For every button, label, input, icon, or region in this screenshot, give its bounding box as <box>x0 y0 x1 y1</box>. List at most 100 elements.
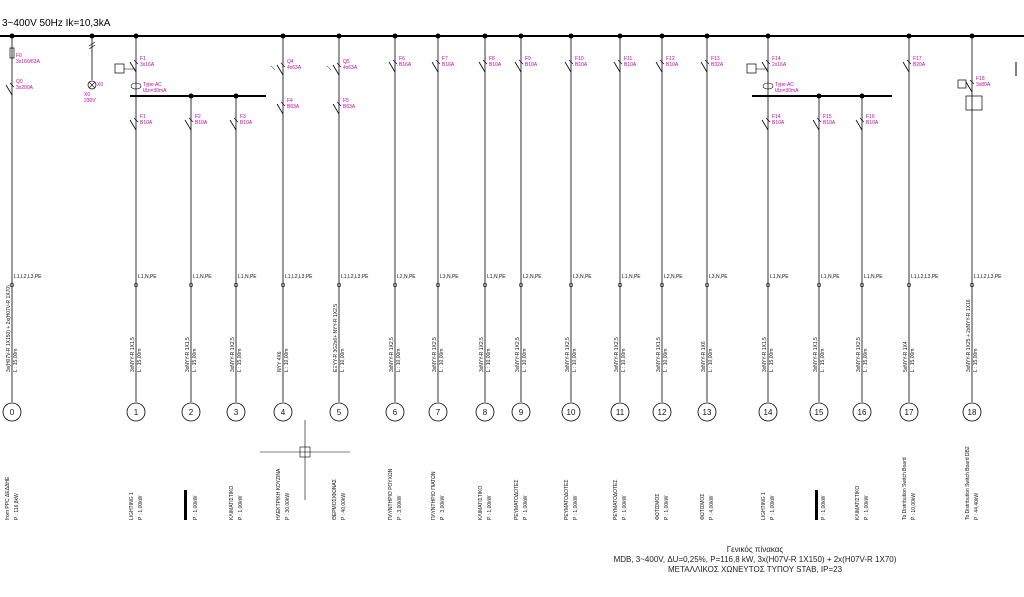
circuit-1-cable: 3xNYY-R 1X1,5 <box>130 337 136 372</box>
lamp-mark-2 <box>88 44 96 50</box>
circuit-8-length: L : 10,00m <box>486 349 492 372</box>
circuit-14-length: L : 15,00m <box>769 349 775 372</box>
circuit-0-fuse-label-line: F0 <box>16 53 22 59</box>
circuit-11-mcb-label-line: B10A <box>624 62 637 68</box>
circuit-14-description: LIGHTING 1 <box>761 492 767 520</box>
circuit-6-description: ΠΛΥΝΤΗΡΙΟ ΡΟΥΧΩΝ <box>388 468 394 520</box>
circuit-17-number: 17 <box>905 408 914 417</box>
circuit-3-mcb-switch-x <box>233 117 239 123</box>
circuit-1-rcd-label-line: F1 <box>140 56 146 62</box>
circuit-14-rcd-note-line: IΔn=30mA <box>775 88 799 94</box>
circuit-13-description: ΦΩΤΙΣΜΟΣ <box>700 494 706 520</box>
lamp-label-line: 230V <box>84 98 96 104</box>
circuit-14-mcb-label-line: B10A <box>772 120 785 126</box>
circuit-4-number-circle <box>273 402 293 422</box>
circuit-7-mcb-switch-x <box>435 59 441 65</box>
circuit-17-mcb-switch-x <box>906 59 912 65</box>
circuit-2-number-circle <box>181 402 201 422</box>
circuit-13-phase: L3,N,PE <box>709 274 728 280</box>
circuit-3-number: 3 <box>234 408 239 417</box>
circuit-2-mcb-switch-x <box>188 117 194 123</box>
circuit-7-number: 7 <box>436 408 441 417</box>
circuit-9-number: 9 <box>519 408 524 417</box>
circuit-18-phase: L1,L2,L3,PE <box>974 274 1002 280</box>
circuit-1-terminal <box>133 282 139 288</box>
circuit-12-length: L : 10,00m <box>663 349 669 372</box>
circuit-18-power: P : 44,40kW <box>974 493 980 520</box>
circuit-14-rcd-box <box>746 63 757 74</box>
circuit-18-protection-box <box>965 95 983 111</box>
cursor-crosshair-box <box>299 446 311 458</box>
circuit-17-phase: L1,L2,L3,PE <box>911 274 939 280</box>
circuit-7-mcb-label-line: B16A <box>442 62 455 68</box>
filler-mark-1 <box>184 490 187 520</box>
circuit-6-phase: L2,N,PE <box>397 274 416 280</box>
circuit-5-mcb-label-line: F5 <box>343 98 349 104</box>
circuit-1-power: P : 1,00kW <box>138 495 144 520</box>
circuit-15-mcb-switch-blade <box>812 119 820 131</box>
circuit-1-rcd-note-line: IΔn=30mA <box>143 88 167 94</box>
circuit-16-phase: L1,N,PE <box>864 274 883 280</box>
circuit-8-mcb-switch-blade <box>478 61 486 73</box>
circuit-9-cable: 3xNYY-R 1X2,5 <box>515 337 521 372</box>
circuit-14-mcb-switch-x <box>765 117 771 123</box>
circuit-6-terminal <box>392 282 398 288</box>
circuit-10-description: ΡΕΥΜΑΤΟΔΟΤΕΣ <box>564 480 570 521</box>
circuit-3-terminal <box>233 282 239 288</box>
circuit-16-mcb-label-line: B10A <box>866 120 879 126</box>
circuit-15-number-circle <box>809 402 829 422</box>
circuit-4-isolator-switch-x <box>280 62 286 68</box>
circuit-0-switch-switch-x <box>9 82 15 88</box>
circuit-4-isolator-label-line: Q4 <box>287 59 294 65</box>
circuit-14-mcb-switch-blade <box>761 119 769 131</box>
filler-mark-2 <box>815 490 818 520</box>
circuit-12-terminal <box>659 282 665 288</box>
circuit-16-description: ΚΛΙΜΑΤΙΣΤΙΚΟ <box>855 486 861 520</box>
circuit-14-cable: 3xNYY-R 1X1,5 <box>762 337 768 372</box>
circuit-5-isolator-hook <box>326 65 332 71</box>
circuit-6-mcb-switch-blade <box>388 61 396 73</box>
circuit-8-description: ΚΛΙΜΑΤΙΣΤΙΚΟ <box>478 486 484 520</box>
circuit-10-mcb-switch-x <box>568 59 574 65</box>
circuit-1-mcb-label-line: B10A <box>140 120 153 126</box>
footer-enclosure: ΜΕΤΑΛΛΙΚΟΣ ΧΩΝΕΥΤΟΣ ΤΥΠΟΥ STAB, IP=23 <box>667 565 843 574</box>
circuit-3-phase: L1,N,PE <box>238 274 257 280</box>
circuit-6-power: P : 3,00kW <box>397 495 403 520</box>
circuit-9-number-circle <box>511 402 531 422</box>
circuit-18-rcd-box <box>957 79 967 89</box>
circuit-16-length: L : 15,00m <box>863 349 869 372</box>
circuit-8-phase: L1,N,PE <box>487 274 506 280</box>
circuit-5-isolator-switch-blade <box>332 64 340 76</box>
circuit-18-cable: 3xNYY-R 1X25 + 2xNYY-R 1X16 <box>966 299 972 372</box>
circuit-3-mcb-label-line: B10A <box>240 120 253 126</box>
circuit-0-cable: 3x(H07V-R 1X150) + 2x(H07V-R 1X70) <box>6 285 12 372</box>
circuit-10-mcb-label-line: F10 <box>575 56 584 62</box>
circuit-18-mcb-switch-blade <box>965 81 973 93</box>
circuit-15-mcb-label-line: B10A <box>823 120 836 126</box>
circuit-2-phase: L1,N,PE <box>193 274 212 280</box>
circuit-10-mcb-switch-blade <box>564 61 572 73</box>
circuit-13-terminal <box>704 282 710 288</box>
circuit-16-number: 16 <box>858 408 867 417</box>
circuit-10-terminal <box>568 282 574 288</box>
circuit-4-length: L : 10,00m <box>284 349 290 372</box>
circuit-5-isolator-label-line: Q5 <box>343 59 350 65</box>
circuit-13-mcb-switch-x <box>704 59 710 65</box>
circuit-14-phase: L1,N,PE <box>770 274 789 280</box>
circuit-18-mcb-label-line: F18 <box>976 76 985 82</box>
circuit-13-mcb-label-line: F13 <box>711 56 720 62</box>
